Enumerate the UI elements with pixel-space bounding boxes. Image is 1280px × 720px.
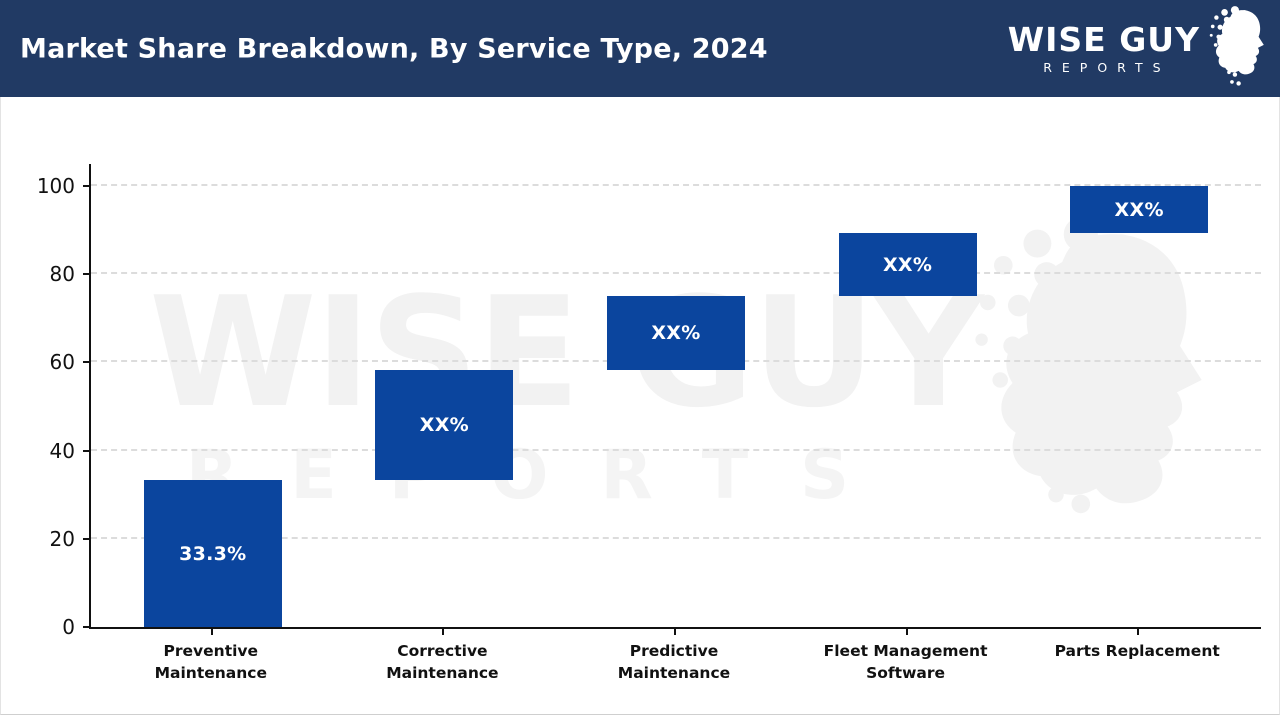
bar-value-label: 33.3% xyxy=(179,542,247,565)
bar-value-label: XX% xyxy=(651,322,701,345)
watermark-brand-text: WISE GUY xyxy=(149,264,984,441)
bar-slot: XX% xyxy=(329,164,561,627)
y-tick-label: 20 xyxy=(49,526,75,551)
y-tick-label: 80 xyxy=(49,262,75,287)
bar-slot: 33.3% xyxy=(97,164,329,627)
plot-area: 33.3% XX% XX% XX% XX% xyxy=(89,164,1261,629)
brand-logo-text: WISE GUY REPORTS xyxy=(1008,23,1200,75)
brand-name: WISE GUY xyxy=(1007,20,1200,59)
bar: XX% xyxy=(1070,186,1209,234)
y-tick-label: 40 xyxy=(49,438,75,463)
header-bar: Market Share Breakdown, By Service Type,… xyxy=(0,0,1280,97)
y-tick-label: 100 xyxy=(36,174,75,199)
bar: XX% xyxy=(606,296,745,370)
y-tick-mark xyxy=(83,361,89,364)
y-tick-mark xyxy=(83,185,89,188)
x-tick-mark xyxy=(1137,629,1140,635)
x-tick-mark xyxy=(905,629,908,635)
page-title: Market Share Breakdown, By Service Type,… xyxy=(20,33,768,64)
brand-subname: REPORTS xyxy=(1043,60,1171,75)
x-category-label: Preventive Maintenance xyxy=(154,642,267,682)
bar-slot: XX% xyxy=(792,164,1024,627)
x-tick-slot xyxy=(1021,629,1253,635)
gridline xyxy=(91,272,1261,275)
x-tick-slot xyxy=(327,629,559,635)
x-category-label: Fleet Management Software xyxy=(823,642,988,682)
y-tick-label: 60 xyxy=(49,350,75,375)
x-tick-slot xyxy=(790,629,1022,635)
wiseguy-head-icon xyxy=(1192,6,1266,92)
brand-logo: WISE GUY REPORTS xyxy=(1008,4,1266,94)
x-axis-ticks xyxy=(95,629,1253,635)
x-tick-mark xyxy=(210,629,213,635)
bar: 33.3% xyxy=(143,480,282,627)
bar: XX% xyxy=(838,233,977,297)
x-category-label: Parts Replacement xyxy=(1054,642,1220,660)
y-tick-mark xyxy=(83,449,89,452)
bar-slot: XX% xyxy=(560,164,792,627)
y-tick-mark xyxy=(83,537,89,540)
y-tick-label: 0 xyxy=(62,615,75,639)
gridline xyxy=(91,536,1261,539)
watermark-head-icon xyxy=(901,217,1211,577)
y-tick-mark xyxy=(83,626,89,628)
x-category-label: Corrective Maintenance xyxy=(386,642,499,682)
x-category-label: Predictive Maintenance xyxy=(617,642,731,682)
gridline xyxy=(91,184,1261,187)
watermark-subtext: REPORTS xyxy=(186,436,902,515)
x-tick-mark xyxy=(673,629,676,635)
bars-layer: 33.3% XX% XX% XX% XX% xyxy=(97,164,1255,627)
x-tick-slot xyxy=(95,629,327,635)
bar-value-label: XX% xyxy=(1114,198,1164,221)
bar-slot: XX% xyxy=(1023,164,1255,627)
gridline xyxy=(91,448,1261,451)
x-tick-mark xyxy=(442,629,445,635)
figure-area: WISE GUY REPORTS 0 20 40 60 80 100 33.3% XX% XX… xyxy=(0,97,1280,715)
x-axis-labels: Preventive Maintenance Corrective Mainten… xyxy=(95,641,1253,684)
bar: XX% xyxy=(375,369,514,481)
bar-value-label: XX% xyxy=(419,414,470,437)
y-axis: 0 20 40 60 80 100 xyxy=(1,164,89,637)
y-tick-mark xyxy=(83,273,89,276)
x-tick-slot xyxy=(558,629,790,635)
bar-value-label: XX% xyxy=(882,253,933,276)
